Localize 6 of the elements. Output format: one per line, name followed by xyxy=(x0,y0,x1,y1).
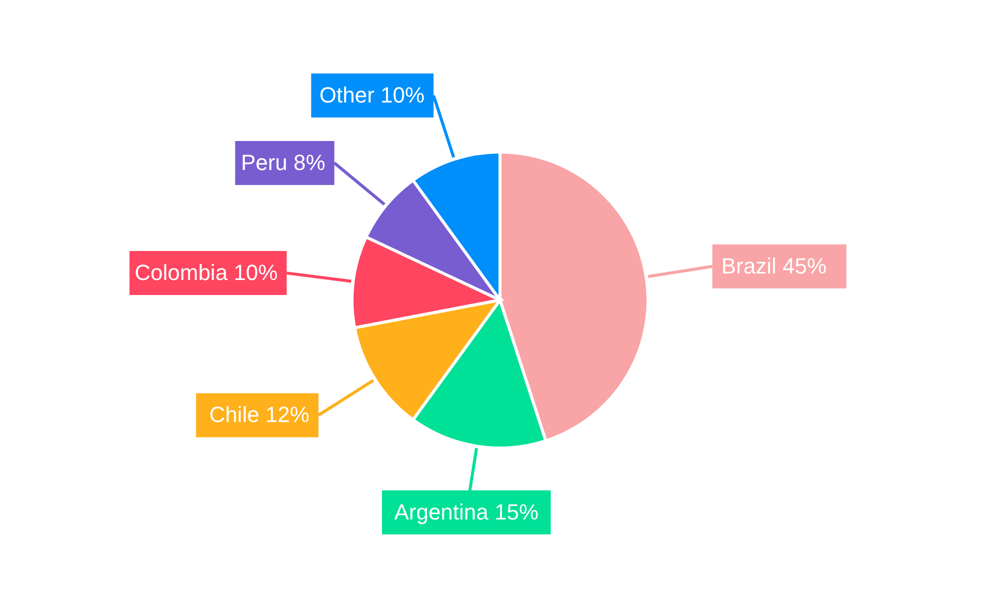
slice-label: Chile 12% xyxy=(209,402,310,428)
slice-label: Brazil 45% xyxy=(721,253,827,278)
slice-label: Peru 8% xyxy=(240,150,326,175)
slice-label: Argentina 15% xyxy=(394,499,539,524)
slice-label: Other 10% xyxy=(319,82,425,108)
slice-label: Colombia 10% xyxy=(134,260,278,286)
